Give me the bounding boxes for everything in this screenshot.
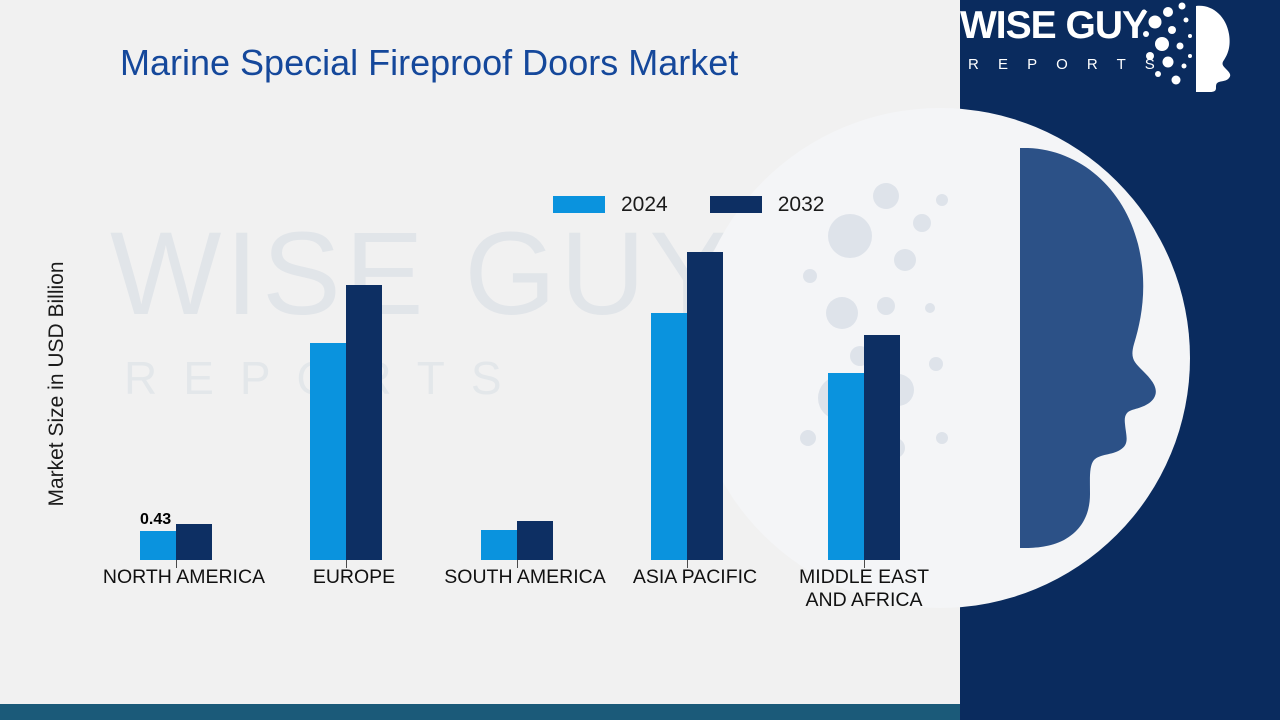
axis-tick-south-america: [517, 560, 518, 568]
axis-tick-europe: [346, 560, 347, 568]
bar-north-america-2024[interactable]: [140, 531, 176, 560]
bar-europe-2024[interactable]: [310, 343, 346, 560]
brand-panel: WISE GUY R E P O R T S: [960, 0, 1280, 720]
category-label-middle-east-and-africa: MIDDLE EAST AND AFRICA: [779, 566, 949, 613]
bar-middle-east-and-africa-2024[interactable]: [828, 373, 864, 560]
brand-logo[interactable]: WISE GUY R E P O R T S: [960, 0, 1231, 92]
footer-accent-strip: [0, 704, 960, 720]
legend-label-2024: 2024: [621, 193, 668, 216]
bar-north-america-2032[interactable]: [176, 524, 212, 560]
brand-logo-primary: WISE GUY: [960, 4, 1148, 47]
bar-asia-pacific-2024[interactable]: [651, 313, 687, 560]
category-label-asia-pacific: ASIA PACIFIC: [632, 566, 758, 588]
bar-asia-pacific-2032[interactable]: [687, 252, 723, 560]
axis-tick-asia-pacific: [687, 560, 688, 568]
axis-tick-north-america: [176, 560, 177, 568]
legend-item-2024[interactable]: 2024: [553, 194, 668, 215]
watermark-line-1: WISE GUY: [110, 208, 733, 340]
page-title: Marine Special Fireproof Doors Market: [120, 42, 739, 83]
legend-swatch-2024: [553, 196, 605, 213]
category-label-europe: EUROPE: [312, 566, 396, 588]
logo-head-icon: [1141, 2, 1231, 92]
bar-south-america-2024[interactable]: [481, 530, 517, 560]
bar-middle-east-and-africa-2032[interactable]: [864, 335, 900, 560]
bar-south-america-2032[interactable]: [517, 521, 553, 560]
category-label-text: MIDDLE EAST AND AFRICA: [798, 566, 930, 612]
category-label-south-america: SOUTH AMERICA: [444, 566, 606, 588]
data-label-north-america-2024: 0.43: [140, 511, 172, 528]
category-label-north-america: NORTH AMERICA: [102, 566, 266, 588]
molecule-dots-icon: [960, 108, 1190, 608]
bar-europe-2032[interactable]: [346, 285, 382, 560]
plot-area: 0.43 NORTH AMERICA EUROPE SOUTH AMERICA: [102, 252, 949, 613]
brand-logo-secondary: R E P O R T S: [968, 56, 1163, 73]
